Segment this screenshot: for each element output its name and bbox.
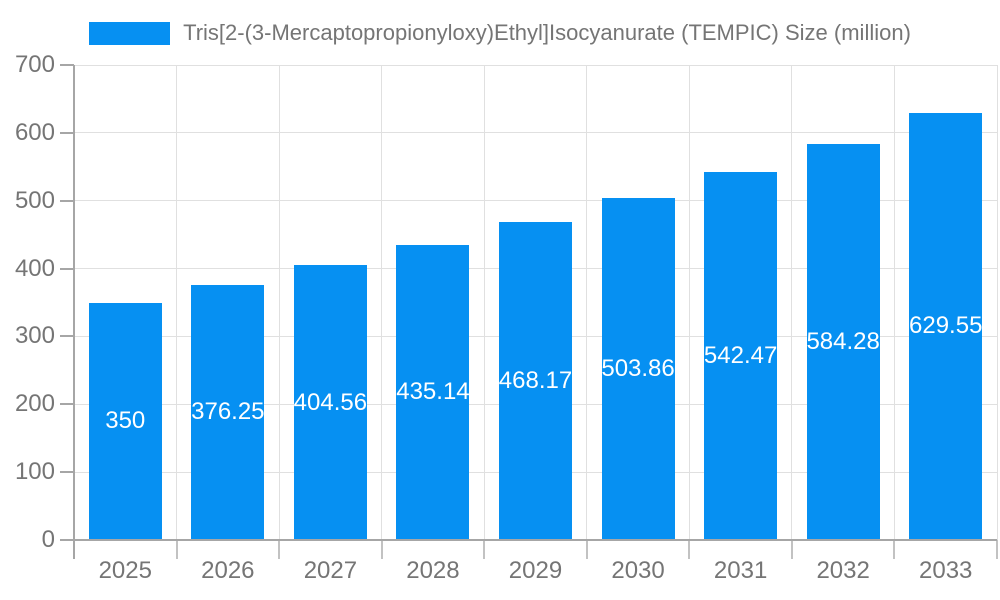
x-gridline [176, 65, 178, 540]
x-tick-label: 2028 [406, 557, 460, 584]
y-tick-label: 500 [14, 186, 55, 214]
x-tick-mark [175, 540, 178, 559]
x-tick-label: 2025 [98, 557, 152, 584]
x-tick-mark [893, 540, 896, 559]
x-gridline [688, 65, 690, 540]
x-tick-mark [688, 540, 691, 559]
bar-value-label: 584.28 [806, 327, 880, 355]
y-gridline [74, 132, 997, 134]
y-gridline [74, 64, 997, 66]
y-tick-mark [60, 267, 74, 270]
y-tick-label: 0 [41, 526, 55, 553]
x-tick-label: 2027 [303, 557, 358, 584]
bar-value-label: 542.47 [703, 341, 778, 369]
y-tick-label: 300 [14, 322, 55, 350]
bar-2033[interactable] [909, 112, 983, 540]
bar-2031[interactable] [704, 171, 778, 540]
bar-value-label: 503.86 [601, 355, 675, 383]
legend-marker [89, 21, 171, 45]
x-gridline [996, 65, 998, 540]
x-gridline [893, 65, 895, 540]
y-tick-label: 700 [14, 51, 55, 78]
bar-2026[interactable] [191, 284, 265, 540]
bar-value-label: 376.25 [191, 398, 265, 426]
y-tick-label: 600 [14, 118, 55, 146]
x-tick-label: 2031 [713, 557, 768, 584]
y-tick-mark [60, 199, 74, 202]
legend[interactable]: Tris[2-(3-Mercaptopropionyloxy)Ethyl]Iso… [0, 20, 1000, 46]
y-tick-mark [60, 64, 74, 66]
x-tick-label: 2032 [816, 557, 870, 584]
bar-value-label: 468.17 [498, 367, 573, 395]
y-tick-mark [60, 471, 74, 474]
y-tick-mark [60, 131, 74, 134]
x-tick-mark [483, 540, 486, 559]
x-tick-mark [278, 540, 281, 559]
x-gridline [586, 65, 588, 540]
bar-2025[interactable] [88, 302, 162, 540]
bar-value-label: 404.56 [293, 388, 368, 416]
y-tick-mark [60, 403, 74, 406]
bar-2028[interactable] [396, 244, 470, 540]
y-tick-label: 100 [14, 458, 55, 486]
x-tick-label: 2029 [508, 557, 563, 584]
bar-2027[interactable] [293, 265, 367, 540]
bar-value-label: 350 [105, 407, 146, 435]
x-axis-line [60, 539, 997, 541]
y-tick-mark [60, 335, 74, 338]
x-gridline [483, 65, 485, 540]
y-gridline [74, 200, 997, 202]
x-tick-mark [790, 540, 793, 559]
y-tick-label: 200 [14, 390, 55, 418]
x-gridline [381, 65, 383, 540]
y-axis-line [73, 65, 75, 559]
bar-2029[interactable] [499, 222, 572, 540]
bar-2032[interactable] [806, 143, 880, 540]
x-tick-label: 2030 [611, 557, 665, 584]
x-tick-mark [380, 540, 383, 559]
x-tick-mark [996, 540, 998, 559]
x-gridline [278, 65, 280, 540]
bar-2030[interactable] [601, 198, 675, 540]
legend-label: Tris[2-(3-Mercaptopropionyloxy)Ethyl]Iso… [183, 20, 911, 45]
x-tick-label: 2026 [201, 557, 255, 584]
x-tick-mark [585, 540, 588, 559]
x-tick-label: 2033 [919, 557, 973, 584]
x-gridline [791, 65, 793, 540]
bar-value-label: 435.14 [396, 378, 470, 406]
bar-value-label: 629.55 [909, 312, 983, 340]
y-tick-label: 400 [14, 254, 55, 282]
